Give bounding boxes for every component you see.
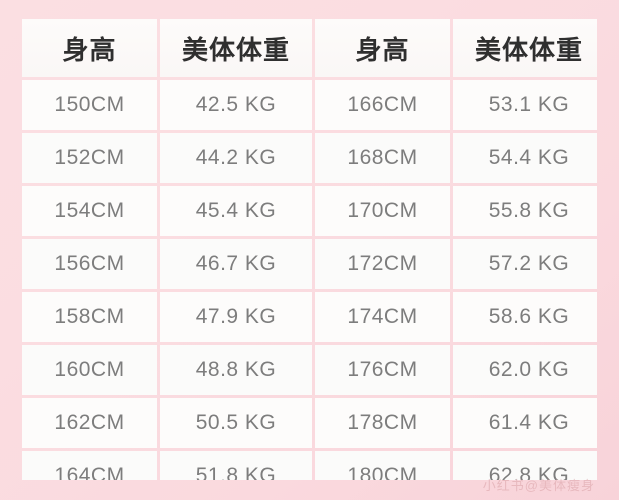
cell-height: 164CM (22, 451, 157, 480)
cell-weight: 45.4 KG (160, 186, 312, 236)
cell-height: 176CM (315, 345, 450, 395)
cell-weight: 54.4 KG (453, 133, 597, 183)
cell-weight: 42.5 KG (160, 80, 312, 130)
cell-height: 154CM (22, 186, 157, 236)
cell-weight: 55.8 KG (453, 186, 597, 236)
table-body: 150CM 42.5 KG 166CM 53.1 KG 152CM 44.2 K… (22, 80, 597, 480)
table-row: 164CM 51.8 KG 180CM 62.8 KG (22, 451, 597, 480)
table-row: 154CM 45.4 KG 170CM 55.8 KG (22, 186, 597, 236)
cell-weight: 47.9 KG (160, 292, 312, 342)
table-row: 158CM 47.9 KG 174CM 58.6 KG (22, 292, 597, 342)
cell-weight: 58.6 KG (453, 292, 597, 342)
column-header-weight-left: 美体体重 (160, 19, 312, 77)
cell-weight: 62.8 KG (453, 451, 597, 480)
table-header: 身高 美体体重 身高 美体体重 (22, 19, 597, 77)
table-row: 160CM 48.8 KG 176CM 62.0 KG (22, 345, 597, 395)
table-row: 152CM 44.2 KG 168CM 54.4 KG (22, 133, 597, 183)
cell-weight: 44.2 KG (160, 133, 312, 183)
cell-height: 174CM (315, 292, 450, 342)
cell-height: 152CM (22, 133, 157, 183)
table-row: 162CM 50.5 KG 178CM 61.4 KG (22, 398, 597, 448)
cell-height: 170CM (315, 186, 450, 236)
cell-weight: 48.8 KG (160, 345, 312, 395)
cell-height: 172CM (315, 239, 450, 289)
column-header-height-left: 身高 (22, 19, 157, 77)
chart-table-container: 身高 美体体重 身高 美体体重 150CM 42.5 KG 166CM 53.1… (22, 19, 597, 480)
cell-height: 162CM (22, 398, 157, 448)
header-row: 身高 美体体重 身高 美体体重 (22, 19, 597, 77)
cell-height: 160CM (22, 345, 157, 395)
column-header-height-right: 身高 (315, 19, 450, 77)
cell-height: 168CM (315, 133, 450, 183)
cell-height: 156CM (22, 239, 157, 289)
cell-height: 180CM (315, 451, 450, 480)
cell-height: 150CM (22, 80, 157, 130)
table-row: 150CM 42.5 KG 166CM 53.1 KG (22, 80, 597, 130)
cell-height: 166CM (315, 80, 450, 130)
height-weight-table: 身高 美体体重 身高 美体体重 150CM 42.5 KG 166CM 53.1… (22, 19, 597, 480)
cell-weight: 53.1 KG (453, 80, 597, 130)
cell-height: 178CM (315, 398, 450, 448)
column-header-weight-right: 美体体重 (453, 19, 597, 77)
table-row: 156CM 46.7 KG 172CM 57.2 KG (22, 239, 597, 289)
cell-weight: 50.5 KG (160, 398, 312, 448)
cell-weight: 57.2 KG (453, 239, 597, 289)
cell-weight: 46.7 KG (160, 239, 312, 289)
cell-weight: 51.8 KG (160, 451, 312, 480)
cell-height: 158CM (22, 292, 157, 342)
cell-weight: 61.4 KG (453, 398, 597, 448)
cell-weight: 62.0 KG (453, 345, 597, 395)
